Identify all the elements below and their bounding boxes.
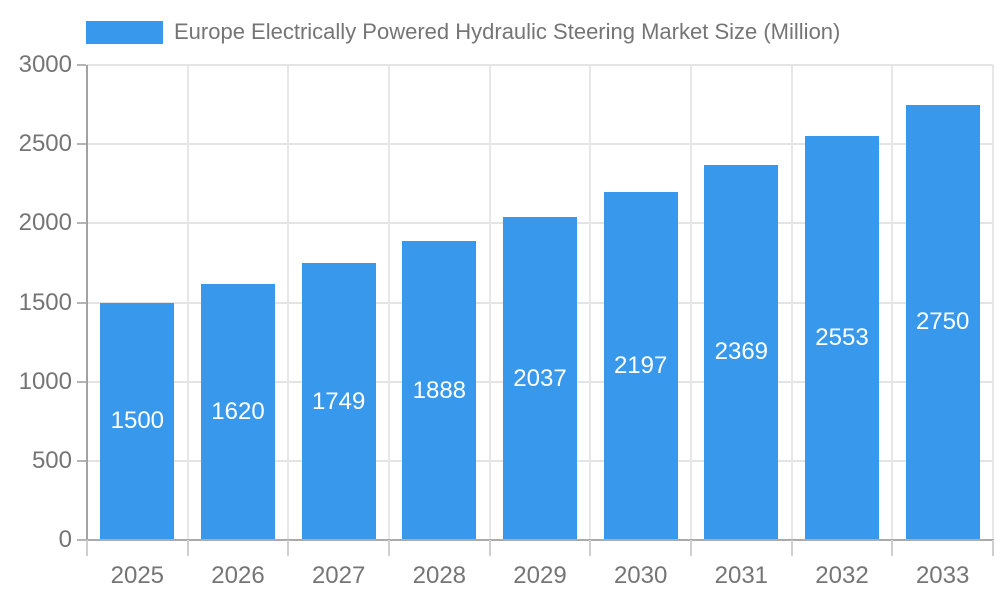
x-axis-tick — [992, 540, 994, 556]
v-gridline — [488, 65, 491, 540]
y-axis-tick — [77, 64, 86, 66]
y-tick-label: 500 — [31, 446, 72, 474]
y-axis-tick — [77, 143, 86, 146]
legend-label: Europe Electrically Powered Hydraulic St… — [174, 19, 841, 44]
v-gridline — [287, 65, 290, 540]
y-axis-tick — [77, 301, 86, 304]
bar-value-label: 1749 — [311, 387, 366, 415]
x-tick-label: 2031 — [714, 562, 769, 589]
y-axis-tick — [77, 539, 86, 541]
x-axis-tick — [287, 540, 290, 556]
bar-value-label: 2553 — [815, 323, 869, 351]
x-tick-label: 2029 — [513, 562, 567, 589]
bar[interactable] — [704, 164, 779, 540]
y-tick-label: 1500 — [18, 288, 72, 316]
x-tick-label: 2028 — [412, 562, 467, 589]
bar-value-label: 2369 — [714, 338, 769, 366]
bar[interactable] — [503, 217, 577, 540]
bar[interactable] — [301, 263, 376, 540]
bar[interactable] — [603, 192, 678, 540]
bar-value-label: 2750 — [915, 308, 970, 336]
x-axis-tick — [388, 540, 390, 556]
y-tick-label: 2000 — [18, 209, 72, 237]
v-gridline — [388, 65, 390, 540]
bar[interactable] — [201, 283, 275, 540]
x-tick-label: 2030 — [613, 562, 668, 589]
y-tick-label: 1000 — [18, 367, 72, 395]
x-tick-label: 2027 — [311, 562, 366, 589]
v-gridline — [589, 65, 592, 540]
x-axis-tick — [488, 540, 491, 556]
v-gridline — [992, 65, 994, 540]
x-tick-label: 2032 — [815, 562, 869, 589]
x-tick-label: 2026 — [211, 562, 265, 589]
y-axis-tick — [77, 380, 86, 383]
h-gridline — [87, 64, 993, 66]
bar-value-label: 1620 — [211, 397, 265, 425]
x-tick-label: 2025 — [110, 562, 165, 589]
legend[interactable]: Europe Electrically Powered Hydraulic St… — [86, 19, 840, 45]
x-tick-label: 2033 — [915, 562, 970, 589]
y-axis-tick — [77, 459, 86, 462]
v-gridline — [690, 65, 692, 540]
v-gridline — [790, 65, 793, 540]
x-axis-tick — [790, 540, 793, 556]
x-axis-line — [86, 539, 994, 541]
y-axis-tick — [77, 222, 86, 225]
bar-value-label: 1888 — [412, 376, 467, 404]
bar[interactable] — [805, 135, 879, 540]
y-tick-label: 2500 — [18, 130, 72, 158]
bar[interactable] — [905, 104, 980, 540]
plot-area: 1500 1620 1749 1888 2037 2197 2369 2553 2750 0 50… — [19, 51, 994, 589]
x-axis-tick — [690, 540, 692, 556]
legend-swatch-icon — [86, 20, 163, 44]
y-axis-line — [86, 65, 88, 540]
x-axis-tick — [86, 540, 88, 556]
h-gridline — [87, 143, 993, 146]
x-axis-tick — [891, 540, 894, 556]
v-gridline — [891, 65, 894, 540]
bar[interactable] — [100, 302, 175, 540]
x-axis-tick — [186, 540, 189, 556]
bar-value-label: 2197 — [613, 352, 668, 380]
bar[interactable] — [402, 241, 477, 540]
x-axis-tick — [589, 540, 592, 556]
bar-value-label: 1500 — [110, 407, 165, 435]
bar-value-label: 2037 — [513, 364, 567, 392]
y-tick-label: 3000 — [18, 51, 72, 78]
y-tick-label: 0 — [58, 526, 72, 553]
v-gridline — [186, 65, 189, 540]
